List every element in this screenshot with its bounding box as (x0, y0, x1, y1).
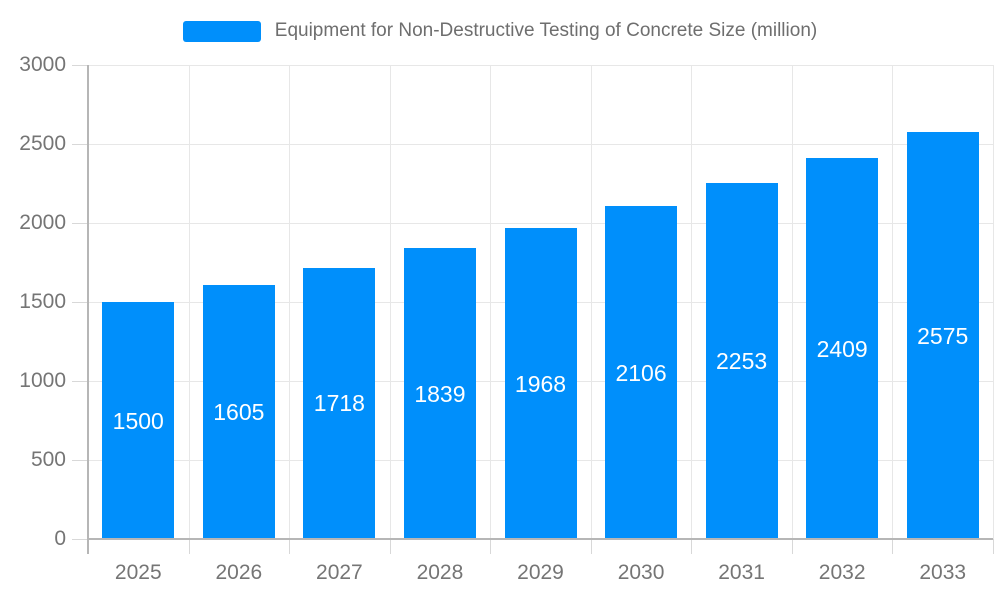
x-axis-tick (389, 539, 391, 554)
x-axis-label: 2030 (617, 561, 665, 584)
y-axis-tick (72, 144, 88, 145)
vertical-gridline (490, 65, 492, 539)
y-axis-label: 1000 (19, 369, 66, 392)
bar-2031[interactable] (705, 183, 778, 538)
y-axis-label: 2000 (19, 211, 66, 234)
x-axis-tick (88, 539, 89, 554)
x-axis-label: 2028 (416, 561, 464, 584)
bar-2026[interactable] (202, 285, 275, 538)
bar-2030[interactable] (605, 206, 678, 538)
vertical-gridline (188, 65, 190, 539)
y-axis-tick (72, 223, 88, 224)
y-axis-tick (72, 460, 88, 461)
bar-2029[interactable] (504, 228, 577, 538)
horizontal-gridline (88, 65, 993, 66)
y-axis-label: 0 (54, 527, 66, 550)
vertical-gridline (389, 65, 391, 539)
vertical-gridline (892, 65, 894, 539)
x-axis-tick (188, 539, 190, 554)
x-axis-label: 2025 (114, 561, 162, 584)
x-axis-line (87, 538, 993, 540)
y-axis-label: 3000 (19, 53, 66, 76)
y-axis-tick (72, 381, 88, 382)
legend-swatch (182, 20, 261, 42)
x-axis-tick (993, 539, 994, 554)
x-axis-tick (892, 539, 894, 554)
x-axis-label: 2033 (919, 561, 967, 584)
y-axis-tick (72, 302, 88, 303)
bar-2028[interactable] (403, 248, 476, 538)
y-axis-label: 2500 (19, 132, 66, 155)
bar-2025[interactable] (102, 302, 175, 538)
x-axis-tick (791, 539, 793, 554)
bar-2033[interactable] (906, 132, 979, 538)
x-axis-label: 2032 (818, 561, 866, 584)
y-axis-tick (72, 539, 88, 540)
x-axis-label: 2029 (517, 561, 564, 584)
x-axis-tick (490, 539, 492, 554)
y-axis-line (87, 65, 89, 554)
horizontal-gridline (88, 144, 993, 145)
bar-2027[interactable] (303, 267, 376, 538)
y-axis-tick (72, 65, 88, 66)
x-axis-tick (590, 539, 592, 554)
chart-legend[interactable]: Equipment for Non-Destructive Testing of… (0, 14, 1000, 48)
vertical-gridline (289, 65, 291, 539)
legend-label: Equipment for Non-Destructive Testing of… (274, 20, 818, 41)
vertical-gridline (590, 65, 592, 539)
y-axis-label: 1500 (19, 290, 66, 313)
x-axis-tick (289, 539, 291, 554)
x-axis-label: 2031 (718, 561, 765, 584)
x-axis-tick (691, 539, 693, 554)
x-axis-label: 2026 (215, 561, 263, 584)
bar-2032[interactable] (806, 158, 879, 538)
vertical-gridline (691, 65, 693, 539)
y-axis-label: 500 (30, 448, 66, 471)
vertical-gridline (993, 65, 994, 539)
x-axis-label: 2027 (316, 561, 363, 584)
vertical-gridline (791, 65, 793, 539)
